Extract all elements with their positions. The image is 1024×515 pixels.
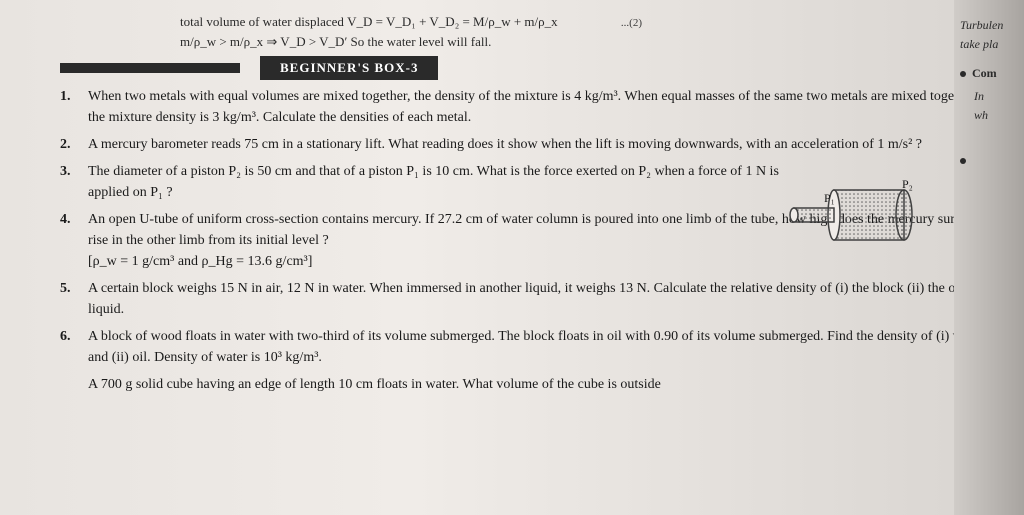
- right-top2: take pla: [960, 37, 1018, 52]
- box-header: BEGINNER'S BOX-3: [260, 56, 438, 80]
- q-num-2: 2.: [60, 134, 88, 155]
- bullet-icon: [960, 71, 966, 77]
- piston-label-p2: P₂: [902, 180, 913, 191]
- eq-ref: ...(2): [621, 17, 642, 29]
- right-head1: Com: [972, 66, 997, 80]
- q-num-6: 6.: [60, 326, 88, 368]
- q-body-5: A certain block weighs 15 N in air, 12 N…: [88, 278, 994, 320]
- intro-formula-1: V_D = V_D₁ + V_D₂ = M/ρ_w + m/ρ_x: [347, 14, 558, 29]
- right-top1: Turbulen: [960, 18, 1018, 33]
- q-body-2: A mercury barometer reads 75 cm in a sta…: [88, 134, 994, 155]
- intro-formula-2: m/ρ_w > m/ρ_x ⇒ V_D > V_D′ So the water …: [180, 34, 491, 49]
- piston-label-p1: P₁: [824, 191, 835, 205]
- q-body-1: When two metals with equal volumes are m…: [88, 86, 994, 128]
- q-body-6: A block of wood floats in water with two…: [88, 326, 994, 368]
- right-sub1: In: [974, 89, 1018, 104]
- right-column: Turbulen take pla Com In wh: [954, 0, 1024, 515]
- q-num-3: 3.: [60, 161, 88, 203]
- piston-diagram: P₁ P₂: [784, 180, 924, 250]
- q-num-cut: [60, 374, 88, 395]
- q-extra-4: [ρ_w = 1 g/cm³ and ρ_Hg = 13.6 g/cm³]: [88, 254, 312, 269]
- bullet-icon-2: [960, 158, 966, 164]
- intro-prefix: total volume of water displaced: [180, 14, 347, 29]
- cutoff-line: A 700 g solid cube having an edge of len…: [88, 374, 994, 395]
- q-num-1: 1.: [60, 86, 88, 128]
- header-bar-left: [60, 63, 240, 73]
- box-header-bar: BEGINNER'S BOX-3: [60, 56, 994, 80]
- q-num-4: 4.: [60, 209, 88, 272]
- q-num-5: 5.: [60, 278, 88, 320]
- right-sub2: wh: [974, 108, 1018, 123]
